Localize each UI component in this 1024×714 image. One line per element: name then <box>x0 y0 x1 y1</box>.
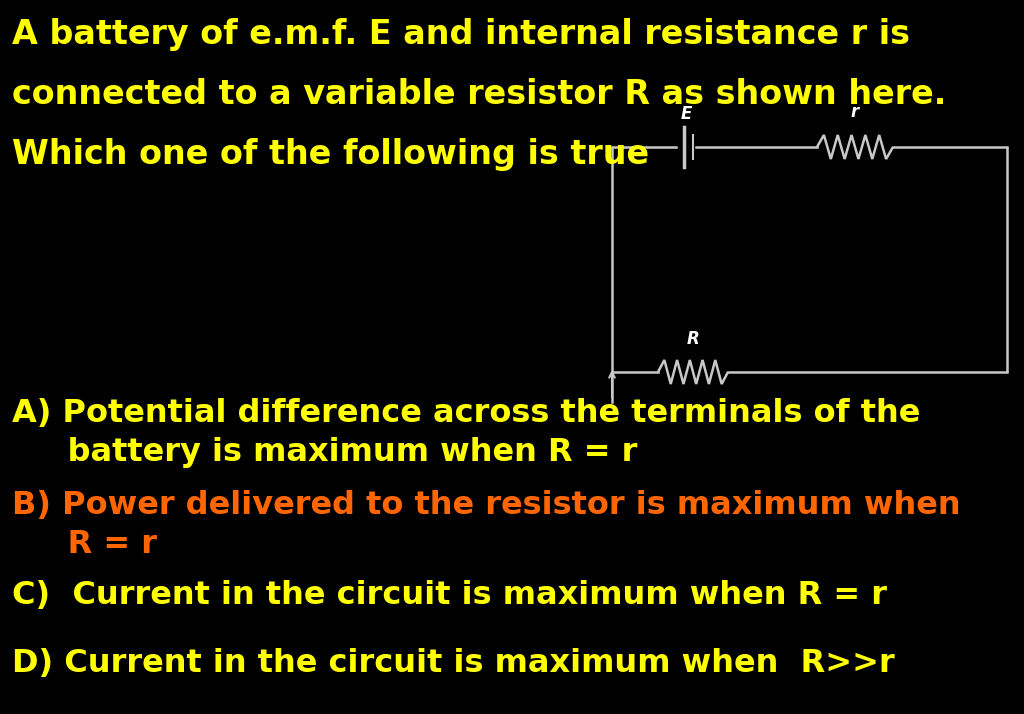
Text: A battery of e.m.f. E and internal resistance r is: A battery of e.m.f. E and internal resis… <box>12 18 910 51</box>
Text: D) Current in the circuit is maximum when  R>>r: D) Current in the circuit is maximum whe… <box>12 648 895 679</box>
Text: Which one of the following is true: Which one of the following is true <box>12 138 649 171</box>
Text: R: R <box>687 330 699 348</box>
Text: E: E <box>680 105 691 123</box>
Text: connected to a variable resistor R as shown here.: connected to a variable resistor R as sh… <box>12 78 946 111</box>
Text: A) Potential difference across the terminals of the
     battery is maximum when: A) Potential difference across the termi… <box>12 398 921 468</box>
Text: C)  Current in the circuit is maximum when R = r: C) Current in the circuit is maximum whe… <box>12 580 887 611</box>
Text: B) Power delivered to the resistor is maximum when
     R = r: B) Power delivered to the resistor is ma… <box>12 490 961 560</box>
Text: r: r <box>851 103 859 121</box>
